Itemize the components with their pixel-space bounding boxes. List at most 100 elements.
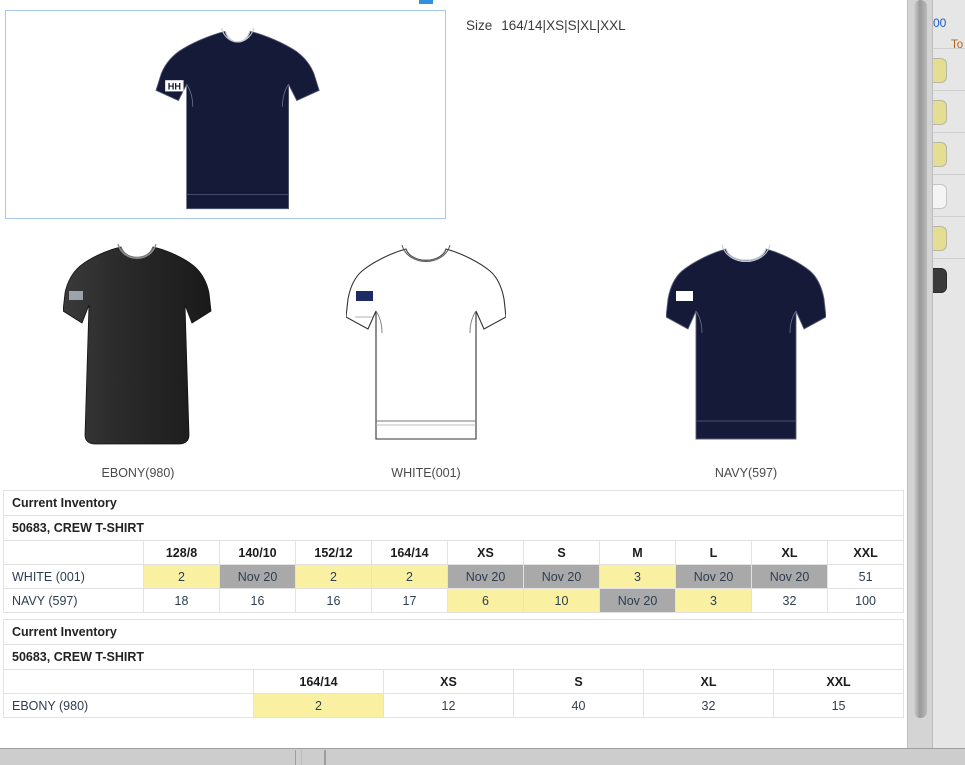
inventory-cell: 32 bbox=[643, 693, 774, 718]
inventory-size-header: 164/14 bbox=[253, 669, 384, 694]
inventory-cell: 6 bbox=[447, 588, 524, 613]
right-panel-chip-yellow[interactable] bbox=[933, 226, 947, 251]
inventory-size-header: S bbox=[523, 540, 600, 565]
inventory-cell: 16 bbox=[219, 588, 296, 613]
right-panel-number-fragment: 00 bbox=[933, 16, 947, 30]
inventory-cell: 2 bbox=[253, 693, 384, 718]
active-tab-indicator[interactable] bbox=[419, 0, 433, 4]
inventory-cell: 100 bbox=[826, 588, 905, 613]
hero-logo-text: HH bbox=[168, 81, 181, 91]
vertical-scrollbar[interactable] bbox=[907, 0, 933, 748]
inventory-table-block: Current Inventory 50683, CREW T-SHIRT 128/… bbox=[0, 490, 907, 613]
navy-tshirt-image bbox=[626, 234, 866, 454]
inventory-cell: 40 bbox=[513, 693, 644, 718]
size-label: Size bbox=[466, 18, 493, 33]
colorway-caption-ebony: EBONY(980) bbox=[101, 466, 175, 480]
inventory-cell: 17 bbox=[371, 588, 448, 613]
inventory-cell: 2 bbox=[371, 564, 448, 589]
right-panel-chip-yellow[interactable] bbox=[933, 100, 947, 125]
inventory-row-label: NAVY (597) bbox=[3, 588, 144, 613]
right-panel-chip-dark[interactable] bbox=[933, 268, 947, 293]
inventory-row: NAVY (597) 18 16 16 17 6 10 Nov 20 3 32 100 bbox=[3, 588, 905, 613]
right-side-panel-partial: 00 To bbox=[932, 0, 965, 748]
inventory-title: Current Inventory bbox=[2, 490, 905, 516]
colorway-thumbnail-row: EBONY(980) WH bbox=[0, 228, 907, 490]
inventory-size-header: XXL bbox=[772, 669, 905, 694]
colorway-thumb-white[interactable]: WHITE(001) bbox=[306, 234, 546, 480]
product-hero-region: HH Size 164/14|XS|S|XL|XXL bbox=[0, 0, 907, 228]
inventory-size-header: 140/10 bbox=[219, 540, 296, 565]
right-panel-row-separator bbox=[933, 132, 965, 133]
hero-tshirt-navy-image: HH bbox=[155, 27, 320, 210]
inventory-cell: Nov 20 bbox=[751, 564, 828, 589]
inventory-subtitle: 50683, CREW T-SHIRT bbox=[2, 644, 905, 670]
inventory-cell: 2 bbox=[295, 564, 372, 589]
inventory-size-header: 152/12 bbox=[295, 540, 372, 565]
inventory-subtitle-row: 50683, CREW T-SHIRT bbox=[2, 644, 905, 670]
inventory-cell: 32 bbox=[751, 588, 828, 613]
right-panel-row-separator bbox=[933, 48, 965, 49]
inventory-size-header: XL bbox=[643, 669, 774, 694]
hero-image-frame[interactable]: HH bbox=[5, 10, 446, 219]
inventory-size-header: XS bbox=[383, 669, 514, 694]
right-panel-row-separator bbox=[933, 216, 965, 217]
inventory-table-block: Current Inventory 50683, CREW T-SHIRT 164/… bbox=[0, 619, 907, 718]
inventory-cell: 15 bbox=[772, 693, 905, 718]
inventory-cell: 16 bbox=[295, 588, 372, 613]
product-content-pane: HH Size 164/14|XS|S|XL|XXL bbox=[0, 0, 907, 718]
inventory-title-row: Current Inventory bbox=[2, 619, 905, 645]
right-panel-row-separator bbox=[933, 258, 965, 259]
colorway-caption-white: WHITE(001) bbox=[391, 466, 461, 480]
colorway-thumb-navy[interactable]: NAVY(597) bbox=[626, 234, 866, 480]
inventory-size-header: XL bbox=[751, 540, 828, 565]
inventory-size-header: L bbox=[675, 540, 752, 565]
inventory-corner-cell bbox=[3, 540, 144, 565]
inventory-title-row: Current Inventory bbox=[2, 490, 905, 516]
size-value: 164/14|XS|S|XL|XXL bbox=[501, 18, 626, 33]
horizontal-scrollbar[interactable] bbox=[0, 748, 965, 765]
colorway-caption-navy: NAVY(597) bbox=[714, 466, 778, 480]
inventory-cell: Nov 20 bbox=[523, 564, 600, 589]
inventory-size-header: 128/8 bbox=[143, 540, 220, 565]
colorway-thumb-ebony[interactable]: EBONY(980) bbox=[18, 234, 258, 480]
inventory-title: Current Inventory bbox=[2, 619, 905, 645]
inventory-cell: Nov 20 bbox=[219, 564, 296, 589]
right-panel-chip-yellow[interactable] bbox=[933, 142, 947, 167]
inventory-header-row: 128/8 140/10 152/12 164/14 XS S M L XL XXL bbox=[3, 540, 905, 565]
horizontal-scrollbar-thumb[interactable] bbox=[0, 750, 296, 765]
inventory-cell: 12 bbox=[383, 693, 514, 718]
inventory-header-row: 164/14 XS S XL XXL bbox=[3, 669, 905, 694]
inventory-cell: 2 bbox=[143, 564, 220, 589]
right-panel-row-separator bbox=[933, 174, 965, 175]
ebony-tshirt-image bbox=[18, 234, 258, 454]
inventory-cell: 51 bbox=[826, 564, 905, 589]
horizontal-scrollbar-segment[interactable] bbox=[301, 750, 326, 765]
inventory-table: Current Inventory 50683, CREW T-SHIRT 164/… bbox=[2, 619, 905, 718]
inventory-row: WHITE (001) 2 Nov 20 2 2 Nov 20 Nov 20 3 Nov 20 N… bbox=[3, 564, 905, 589]
inventory-cell: 3 bbox=[675, 588, 752, 613]
inventory-size-header: M bbox=[599, 540, 676, 565]
inventory-subtitle-row: 50683, CREW T-SHIRT bbox=[2, 515, 905, 541]
size-info-line: Size 164/14|XS|S|XL|XXL bbox=[466, 18, 626, 33]
white-tshirt-image bbox=[306, 234, 546, 454]
inventory-row-label: EBONY (980) bbox=[3, 693, 254, 718]
right-panel-row-separator bbox=[933, 90, 965, 91]
right-panel-column-header-fragment: To bbox=[951, 39, 964, 51]
inventory-size-header: 164/14 bbox=[371, 540, 448, 565]
inventory-cell: Nov 20 bbox=[447, 564, 524, 589]
inventory-tables-region: Current Inventory 50683, CREW T-SHIRT 128/… bbox=[0, 490, 907, 718]
vertical-scrollbar-thumb[interactable] bbox=[914, 0, 927, 718]
inventory-corner-cell bbox=[3, 669, 254, 694]
inventory-cell: 18 bbox=[143, 588, 220, 613]
inventory-cell: Nov 20 bbox=[675, 564, 752, 589]
inventory-row: EBONY (980) 2 12 40 32 15 bbox=[3, 693, 905, 718]
inventory-cell: Nov 20 bbox=[599, 588, 676, 613]
right-panel-chip-white[interactable] bbox=[933, 184, 947, 209]
right-panel-chip-yellow[interactable] bbox=[933, 58, 947, 83]
inventory-size-header: S bbox=[513, 669, 644, 694]
inventory-subtitle: 50683, CREW T-SHIRT bbox=[2, 515, 905, 541]
inventory-size-header: XXL bbox=[826, 540, 905, 565]
inventory-size-header: XS bbox=[447, 540, 524, 565]
inventory-table: Current Inventory 50683, CREW T-SHIRT 128/… bbox=[2, 490, 905, 613]
inventory-row-label: WHITE (001) bbox=[3, 564, 144, 589]
